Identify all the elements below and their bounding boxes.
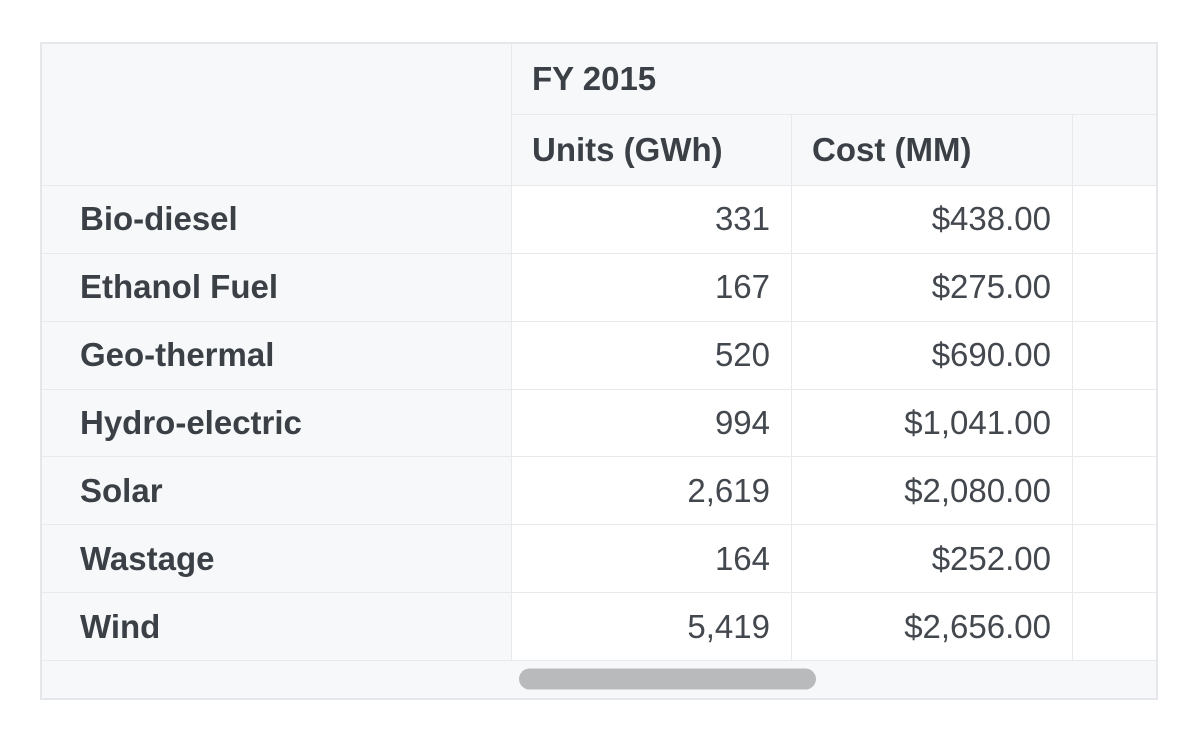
empty-cell — [1073, 253, 1156, 322]
cost-cell: $275.00 — [792, 253, 1073, 322]
empty-cell — [1073, 186, 1156, 254]
row-label-solar: Solar — [42, 457, 512, 526]
row-label-ethanol-fuel: Ethanol Fuel — [42, 253, 512, 322]
row-label-hydro-electric: Hydro-electric — [42, 389, 512, 458]
energy-data-table: FY 2015 Units (GWh) Cost (MM) Bio-diesel… — [40, 42, 1158, 700]
empty-cell — [1073, 321, 1156, 390]
cost-cell: $2,080.00 — [792, 457, 1073, 526]
cost-cell: $1,041.00 — [792, 389, 1073, 458]
units-cell: 5,419 — [512, 593, 792, 661]
row-label-wind: Wind — [42, 593, 512, 661]
horizontal-scrollbar-thumb[interactable] — [519, 668, 816, 690]
cost-cell: $690.00 — [792, 321, 1073, 390]
group-header-fy2015: FY 2015 — [512, 44, 1156, 115]
column-header-clipped — [1073, 115, 1156, 186]
cost-cell: $438.00 — [792, 186, 1073, 254]
corner-header-cell — [42, 44, 512, 186]
units-cell: 331 — [512, 186, 792, 254]
units-cell: 994 — [512, 389, 792, 458]
row-label-bio-diesel: Bio-diesel — [42, 186, 512, 254]
cost-cell: $252.00 — [792, 525, 1073, 594]
empty-cell — [1073, 457, 1156, 526]
empty-cell — [1073, 525, 1156, 594]
row-label-wastage: Wastage — [42, 525, 512, 594]
units-cell: 520 — [512, 321, 792, 390]
cost-cell: $2,656.00 — [792, 593, 1073, 661]
column-header-cost: Cost (MM) — [792, 115, 1073, 186]
empty-cell — [1073, 389, 1156, 458]
row-label-geo-thermal: Geo-thermal — [42, 321, 512, 390]
empty-cell — [1073, 593, 1156, 661]
units-cell: 2,619 — [512, 457, 792, 526]
horizontal-scrollbar-track[interactable] — [42, 660, 1156, 698]
units-cell: 164 — [512, 525, 792, 594]
units-cell: 167 — [512, 253, 792, 322]
column-header-units: Units (GWh) — [512, 115, 792, 186]
